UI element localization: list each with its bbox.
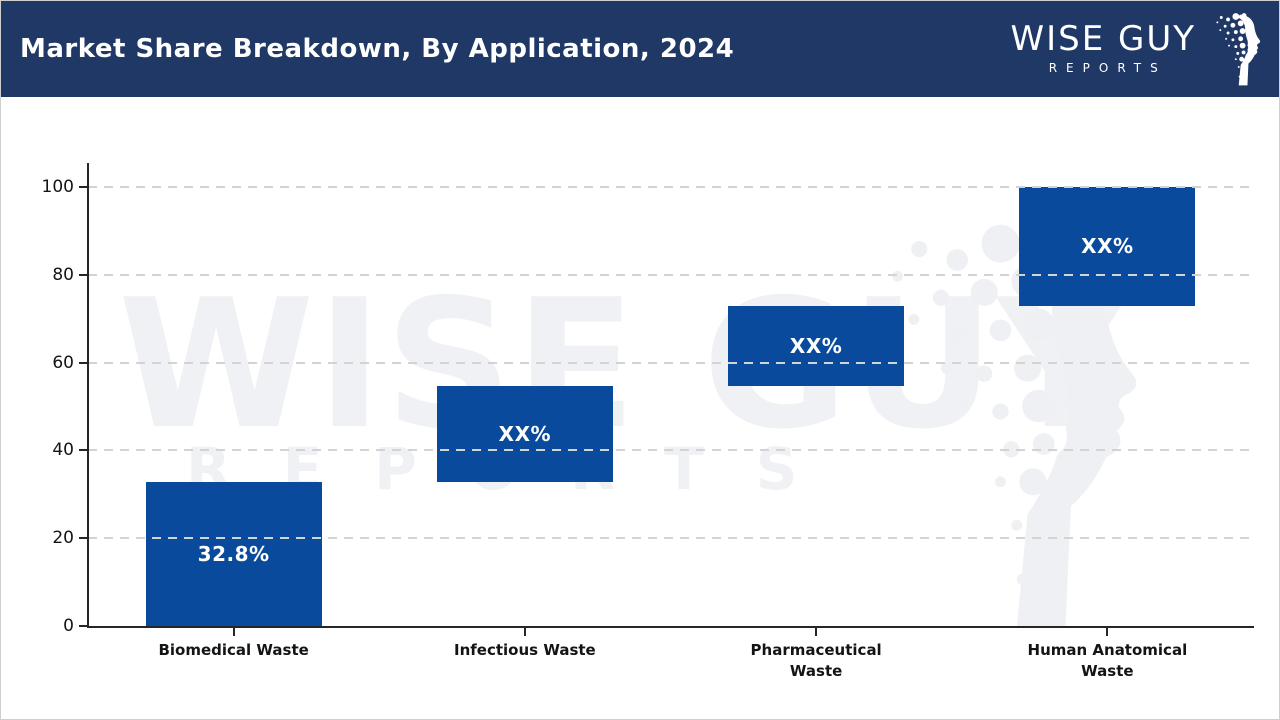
x-axis-tick (232, 628, 235, 636)
y-axis-tick-label: 20 (52, 528, 74, 549)
bar-value-label: XX% (498, 422, 552, 447)
y-axis-tick (79, 186, 87, 188)
y-axis-tick (79, 361, 87, 364)
x-axis-line (88, 626, 1254, 628)
bar-value-label: XX% (789, 334, 843, 359)
watermark-wordmark: WISE GUY (118, 261, 1128, 468)
bar-value-label: XX% (1081, 234, 1134, 259)
y-axis-tick (79, 449, 87, 452)
y-axis-line (87, 163, 89, 628)
bar: XX% (436, 386, 613, 482)
wise-guy-logo: WISE GUY REPORTS (1010, 11, 1262, 87)
y-axis-tick-label: 80 (52, 264, 74, 285)
x-category-label: Infectious Waste (415, 640, 635, 661)
bar: XX% (1019, 187, 1196, 306)
gridline (88, 273, 1253, 276)
logo-text: WISE GUY REPORTS (1010, 22, 1196, 75)
x-category-label-line: Pharmaceutical (750, 641, 882, 659)
x-category-label: Human Anatomical Waste (997, 640, 1217, 682)
gridline (88, 449, 1253, 452)
y-axis-tick-label: 40 (52, 440, 74, 461)
x-category-label-line: Biomedical Waste (158, 641, 309, 659)
y-axis-tick (79, 273, 87, 276)
bar-value-label: 32.8% (197, 541, 270, 566)
y-axis-tick (79, 625, 87, 627)
waterfall-chart: 0 20 40 60 80 100 32.8% Biomedical Waste XX% Infe… (0, 97, 1280, 720)
gridline (88, 537, 1253, 540)
x-category-label-line: Infectious Waste (454, 641, 596, 659)
y-axis-tick-label: 0 (63, 616, 74, 636)
x-category-label-line: Human Anatomical (1027, 641, 1188, 659)
x-category-label: Pharmaceutical Waste (706, 640, 926, 682)
x-axis-tick (815, 628, 818, 636)
x-category-label: Biomedical Waste (124, 640, 344, 661)
header-bar: Market Share Breakdown, By Application, … (0, 0, 1280, 97)
gridline (88, 361, 1253, 364)
x-axis-tick (1106, 628, 1109, 636)
bar: XX% (728, 305, 905, 387)
page-title: Market Share Breakdown, By Application, … (20, 33, 735, 64)
y-axis-tick-label: 100 (41, 177, 74, 197)
x-category-label-line: Waste (1081, 662, 1134, 680)
y-axis-tick-label: 60 (52, 352, 74, 373)
logo-wordmark: WISE GUY (1010, 19, 1196, 59)
bar: 32.8% (145, 482, 322, 626)
logo-face-icon (1216, 12, 1261, 85)
logo-subtitle: REPORTS (1048, 61, 1167, 75)
gridline (88, 186, 1253, 188)
x-category-label-line: Waste (789, 662, 843, 680)
x-axis-tick (523, 628, 526, 636)
y-axis-tick (79, 537, 87, 540)
